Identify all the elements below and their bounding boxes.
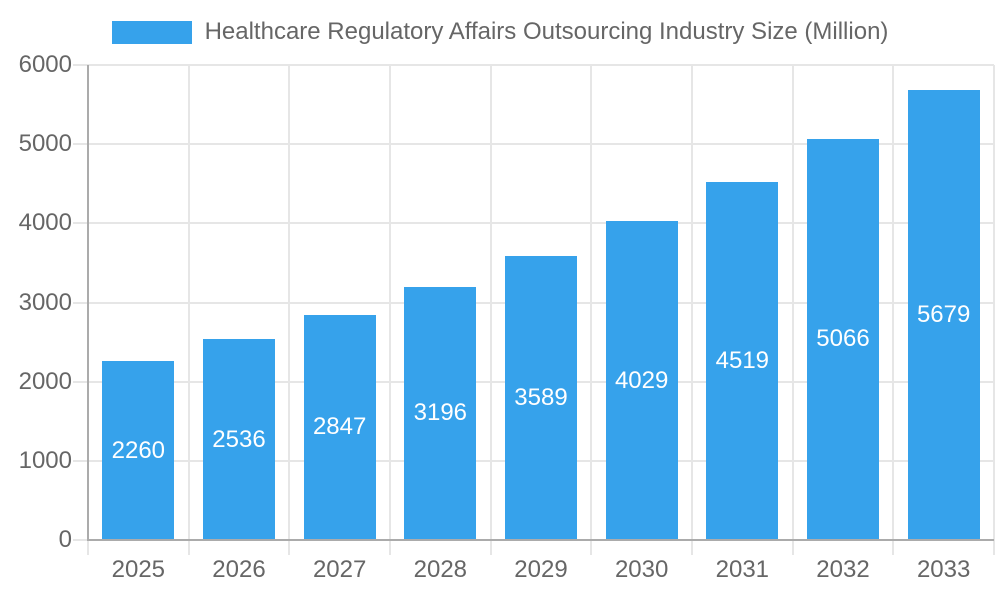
y-tick-mark — [73, 301, 88, 304]
x-tick-mark — [288, 540, 291, 555]
bar-2025[interactable]: 2260 — [102, 361, 175, 540]
bar-2031[interactable]: 4519 — [706, 182, 779, 540]
x-gridline — [691, 65, 693, 540]
bar-2026[interactable]: 2536 — [203, 339, 275, 540]
x-tick-mark — [87, 540, 89, 555]
legend-swatch — [111, 20, 192, 44]
y-tick-mark — [73, 539, 88, 541]
x-tick-mark — [489, 540, 492, 555]
x-tick-mark — [791, 540, 794, 555]
bar-2027[interactable]: 2847 — [303, 314, 376, 540]
bar-value-label: 3589 — [514, 383, 568, 411]
y-axis-tick-label: 4000 — [18, 209, 72, 237]
y-axis-line — [87, 65, 89, 541]
x-axis-tick-label: 2028 — [413, 556, 468, 583]
bar-2033[interactable]: 5679 — [907, 90, 980, 540]
x-gridline — [590, 65, 593, 540]
y-axis-tick-label: 5000 — [18, 130, 72, 158]
chart-legend[interactable]: Healthcare Regulatory Affairs Outsourcin… — [0, 18, 1000, 46]
bar-2028[interactable]: 3196 — [404, 286, 477, 540]
x-gridline — [892, 65, 895, 540]
bar-2030[interactable]: 4029 — [605, 221, 678, 540]
x-axis-tick-label: 2029 — [514, 556, 568, 583]
bar-2032[interactable]: 5066 — [807, 138, 879, 540]
y-gridline — [88, 64, 994, 66]
x-axis-tick-label: 2030 — [614, 556, 669, 583]
bar-value-label: 2536 — [212, 425, 266, 453]
x-tick-mark — [389, 540, 391, 555]
x-axis-line — [88, 539, 994, 541]
x-tick-mark — [691, 540, 693, 555]
y-tick-mark — [73, 143, 88, 146]
x-axis-tick-label: 2025 — [111, 556, 166, 583]
bar-value-label: 4519 — [715, 347, 770, 375]
x-axis-tick-label: 2032 — [816, 556, 870, 583]
bar-2029[interactable]: 3589 — [505, 255, 577, 540]
bar-value-label: 2260 — [111, 436, 166, 464]
legend-label: Healthcare Regulatory Affairs Outsourcin… — [204, 18, 889, 45]
bar-value-label: 2847 — [312, 413, 367, 441]
y-gridline — [88, 143, 994, 146]
x-axis-tick-label: 2033 — [916, 556, 971, 583]
y-tick-mark — [73, 459, 88, 462]
x-tick-mark — [892, 540, 895, 555]
y-axis-tick-label: 1000 — [18, 446, 72, 474]
bar-value-label: 5066 — [816, 325, 870, 353]
x-gridline — [389, 65, 391, 540]
y-axis-tick-label: 2000 — [18, 367, 72, 395]
x-axis-tick-label: 2026 — [212, 556, 266, 583]
y-axis-tick-label: 3000 — [18, 288, 72, 316]
x-gridline — [791, 65, 794, 540]
x-axis-tick-label: 2027 — [312, 556, 367, 583]
bar-value-label: 4029 — [614, 366, 669, 394]
y-tick-mark — [73, 64, 88, 66]
y-axis-tick-label: 6000 — [18, 51, 72, 78]
x-tick-mark — [590, 540, 593, 555]
y-tick-mark — [73, 222, 88, 225]
bar-value-label: 5679 — [916, 301, 971, 329]
x-gridline — [288, 65, 291, 540]
x-gridline — [187, 65, 190, 540]
bar-value-label: 3196 — [413, 399, 468, 427]
y-tick-mark — [73, 380, 88, 383]
x-axis-tick-label: 2031 — [715, 556, 770, 583]
x-tick-mark — [187, 540, 190, 555]
y-gridline — [88, 222, 994, 225]
y-axis-tick-label: 0 — [58, 526, 72, 553]
x-gridline — [993, 65, 995, 540]
x-tick-mark — [993, 540, 995, 555]
x-gridline — [489, 65, 492, 540]
